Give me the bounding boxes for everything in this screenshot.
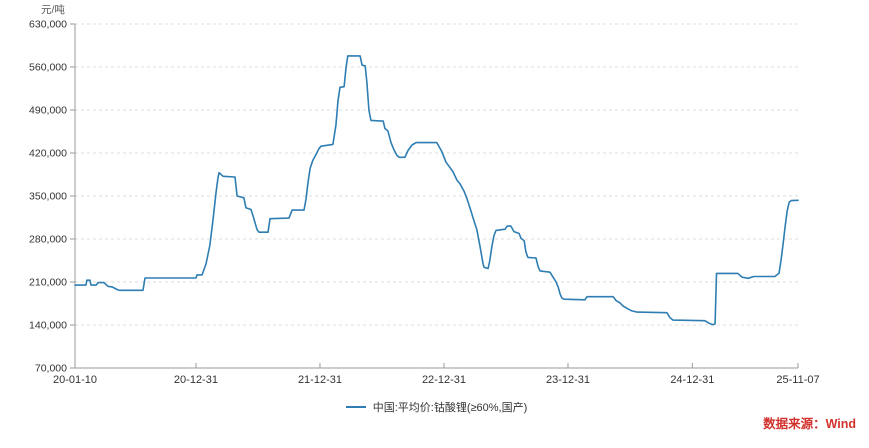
svg-text:490,000: 490,000 xyxy=(29,105,67,117)
svg-text:350,000: 350,000 xyxy=(29,191,67,203)
svg-text:210,000: 210,000 xyxy=(29,277,67,289)
svg-text:25-11-07: 25-11-07 xyxy=(776,374,819,386)
svg-text:630,000: 630,000 xyxy=(29,19,67,31)
svg-text:21-12-31: 21-12-31 xyxy=(298,374,342,386)
price-series-line xyxy=(74,55,799,326)
legend-label: 中国:平均价:钴酸锂(≥60%,国产) xyxy=(372,402,528,414)
svg-text:280,000: 280,000 xyxy=(29,234,67,246)
legend: 中国:平均价:钴酸锂(≥60%,国产) xyxy=(75,399,798,415)
svg-text:20-01-10: 20-01-10 xyxy=(53,374,97,386)
svg-text:23-12-31: 23-12-31 xyxy=(546,374,590,386)
data-source-label: 数据来源：Wind xyxy=(763,417,856,431)
svg-text:70,000: 70,000 xyxy=(35,363,67,375)
svg-text:20-12-31: 20-12-31 xyxy=(174,374,218,386)
y-gridlines xyxy=(75,23,798,326)
svg-text:420,000: 420,000 xyxy=(29,148,67,160)
axes xyxy=(70,23,799,369)
svg-text:140,000: 140,000 xyxy=(29,320,67,332)
svg-text:24-12-31: 24-12-31 xyxy=(670,374,714,386)
svg-text:22-12-31: 22-12-31 xyxy=(422,374,466,386)
y-axis-unit-label: 元/吨 xyxy=(41,4,65,16)
svg-text:560,000: 560,000 xyxy=(29,62,67,74)
tick-labels: 70,000 140,000 210,000 280,000 350,000 420,00… xyxy=(29,19,820,387)
legend-line-marker xyxy=(345,406,366,408)
